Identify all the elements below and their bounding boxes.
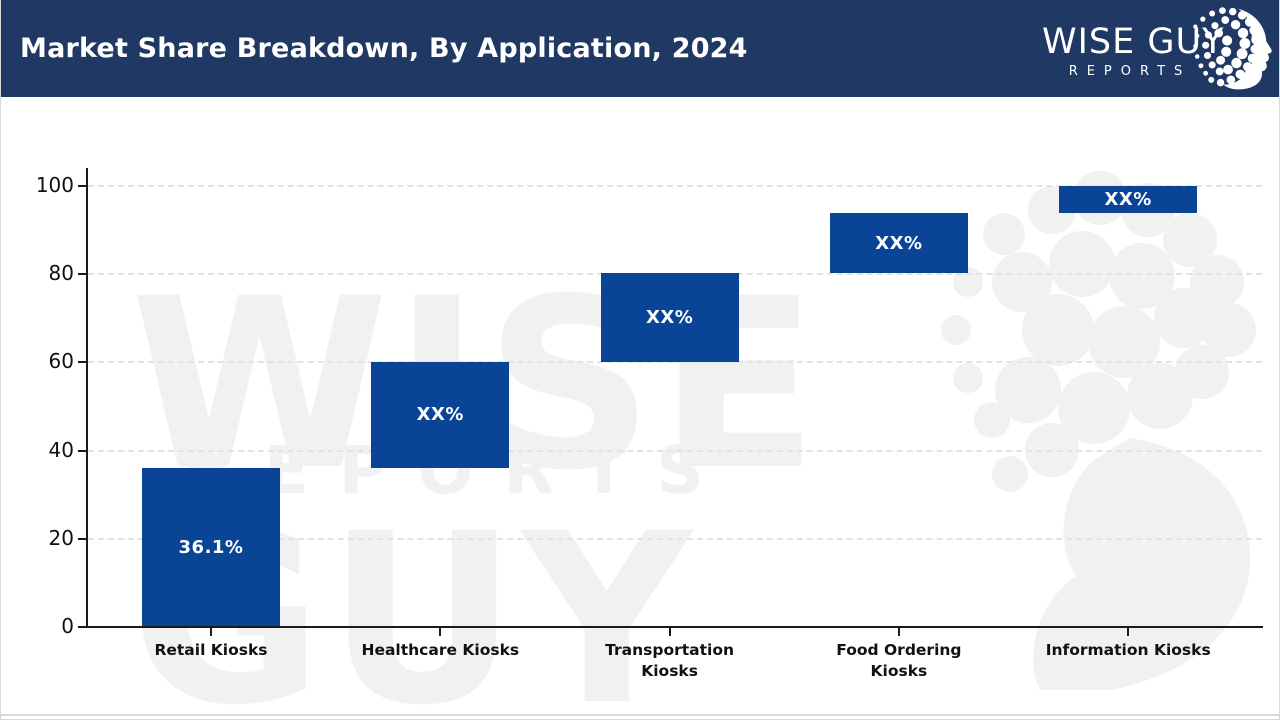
bar-retail-kiosks: 36.1% bbox=[142, 467, 280, 627]
y-tick-label: 0 bbox=[61, 614, 74, 638]
bar-information-kiosks: XX% bbox=[1059, 185, 1198, 214]
y-axis-tick bbox=[78, 185, 86, 187]
bar-value-label: XX% bbox=[875, 232, 923, 254]
logo-wordmark: WISE GUY bbox=[1042, 22, 1225, 62]
bar-value-label: XX% bbox=[1104, 188, 1152, 210]
x-axis-tick bbox=[897, 628, 900, 636]
x-axis-tick bbox=[1127, 628, 1130, 636]
bar-value-label: 36.1% bbox=[178, 536, 244, 558]
grid-line bbox=[88, 185, 1262, 187]
bar-value-label: XX% bbox=[416, 404, 464, 426]
y-tick-label: 100 bbox=[35, 173, 74, 197]
grid-line bbox=[88, 449, 1262, 452]
y-axis-tick bbox=[78, 361, 86, 364]
y-tick-label: 80 bbox=[48, 261, 74, 286]
y-axis-line bbox=[86, 168, 88, 628]
y-tick-label: 20 bbox=[48, 525, 74, 550]
wise-guy-logo-text: WISE GUY REPORTS bbox=[1042, 22, 1225, 79]
x-axis-tick bbox=[439, 628, 442, 636]
y-tick-label: 60 bbox=[48, 349, 74, 374]
x-tick-label: Food Ordering Kiosks bbox=[836, 641, 962, 680]
x-axis-tick bbox=[210, 628, 212, 636]
bar-food-ordering-kiosks: XX% bbox=[829, 213, 968, 274]
x-tick-label: Information Kiosks bbox=[1045, 641, 1211, 659]
grid-line bbox=[88, 361, 1262, 364]
wise-guy-logo-face-icon bbox=[1193, 7, 1272, 90]
plot-area: 0 20 40 60 80 100 36.1% Retail Kiosks XX% Healthc… bbox=[0, 97, 1280, 720]
y-axis-tick bbox=[78, 626, 86, 628]
x-axis-tick bbox=[668, 628, 671, 636]
x-tick-label: Transportation Kiosks bbox=[605, 641, 735, 680]
x-tick-label: Retail Kiosks bbox=[154, 641, 268, 659]
header-bar: Market Share Breakdown, By Application, … bbox=[0, 0, 1280, 97]
bar-healthcare-kiosks: XX% bbox=[371, 361, 510, 468]
bar-value-label: XX% bbox=[645, 306, 694, 328]
figure-bottom-border bbox=[0, 714, 1280, 716]
chart-title: Market Share Breakdown, By Application, … bbox=[20, 33, 748, 64]
wise-guy-logo: WISE GUY REPORTS bbox=[1012, 4, 1272, 94]
x-axis-line bbox=[86, 626, 1263, 628]
y-axis-tick bbox=[78, 537, 86, 540]
logo-subtitle: REPORTS bbox=[1068, 64, 1192, 79]
grid-line bbox=[88, 537, 1262, 540]
y-axis-tick bbox=[78, 449, 86, 452]
y-tick-label: 40 bbox=[48, 437, 74, 462]
bar-transportation-kiosks: XX% bbox=[600, 273, 739, 362]
y-axis-tick bbox=[78, 273, 86, 276]
x-tick-label: Healthcare Kiosks bbox=[361, 641, 520, 659]
